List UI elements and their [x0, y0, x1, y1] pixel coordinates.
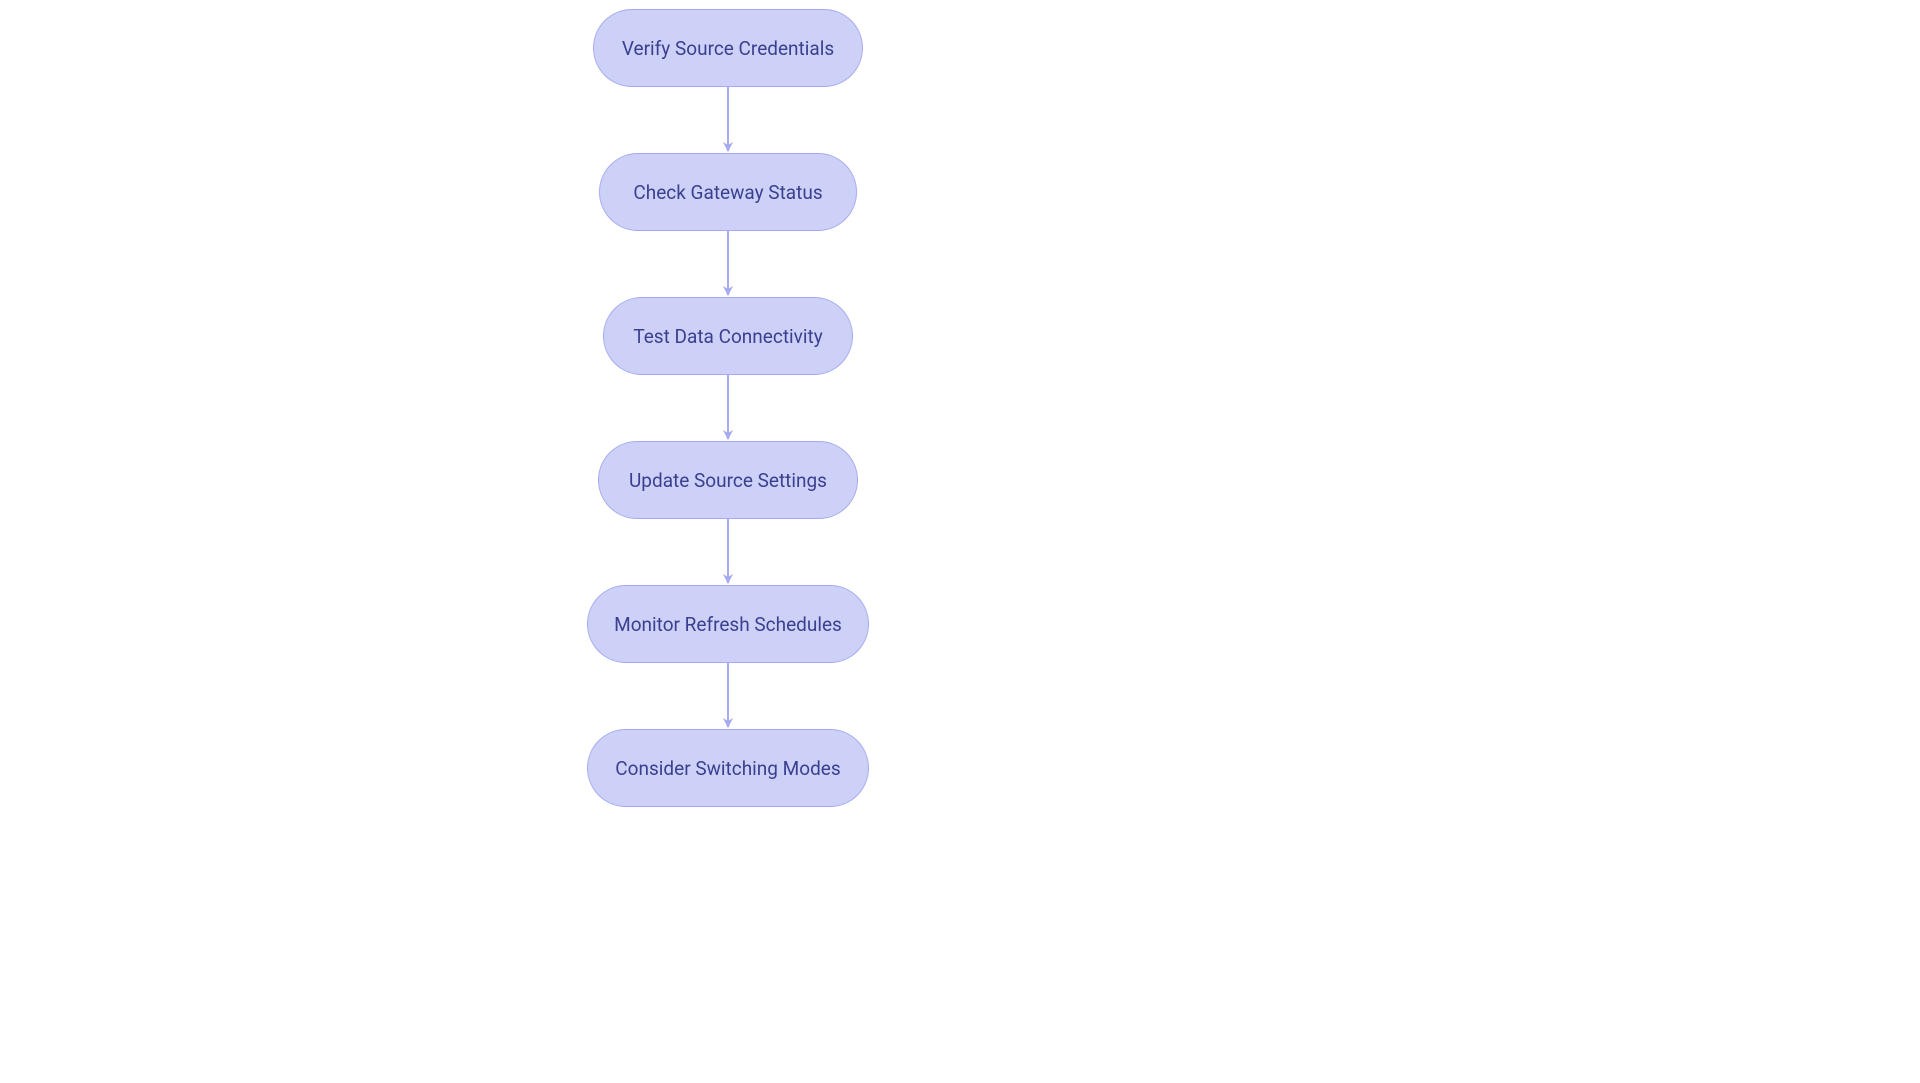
flowchart-node-label: Verify Source Credentials — [622, 37, 834, 60]
flowchart-node: Verify Source Credentials — [593, 9, 863, 87]
flowchart-arrows — [0, 0, 1920, 1083]
flowchart-node: Monitor Refresh Schedules — [587, 585, 869, 663]
flowchart-container: Verify Source Credentials Check Gateway S… — [0, 0, 1920, 1083]
flowchart-node-label: Update Source Settings — [629, 469, 827, 492]
flowchart-node: Update Source Settings — [598, 441, 858, 519]
flowchart-node: Consider Switching Modes — [587, 729, 869, 807]
flowchart-node-label: Check Gateway Status — [633, 181, 822, 204]
flowchart-node: Test Data Connectivity — [603, 297, 853, 375]
flowchart-node-label: Test Data Connectivity — [633, 325, 822, 348]
flowchart-node-label: Monitor Refresh Schedules — [614, 613, 842, 636]
flowchart-node: Check Gateway Status — [599, 153, 857, 231]
flowchart-node-label: Consider Switching Modes — [615, 757, 840, 780]
